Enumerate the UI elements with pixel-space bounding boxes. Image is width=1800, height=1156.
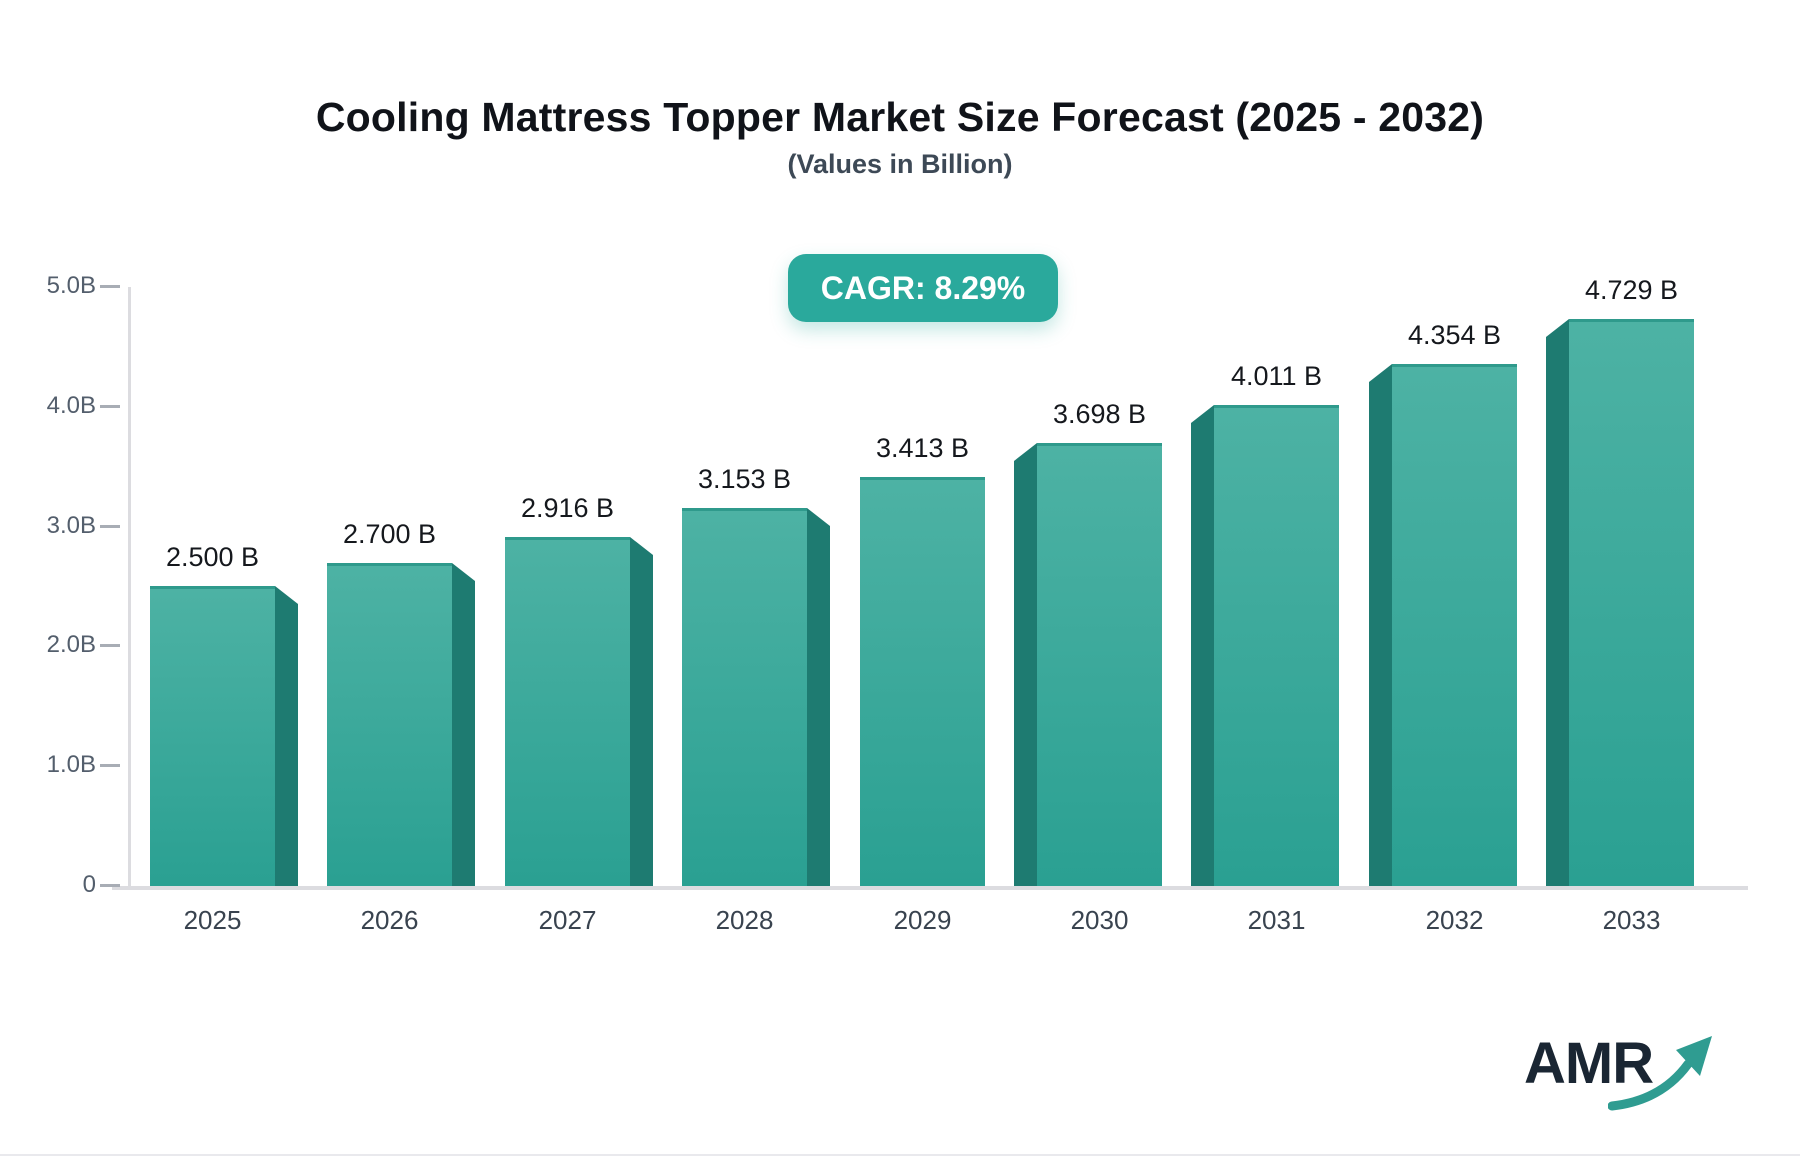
bar-side-face — [807, 508, 830, 886]
bar-side-face — [1014, 443, 1037, 886]
chart-title: Cooling Mattress Topper Market Size Fore… — [315, 94, 1485, 140]
bar-2033 — [1569, 319, 1694, 886]
x-axis-label-2033: 2033 — [1602, 905, 1661, 935]
bar-side-face — [1369, 364, 1392, 886]
bar-side-face — [630, 537, 653, 886]
x-axis-label-2029: 2029 — [893, 905, 952, 935]
x-axis-label-2027: 2027 — [538, 905, 597, 935]
chart-subtitle: (Values in Billion) — [787, 149, 1013, 179]
growth-arrow-icon — [1608, 1036, 1712, 1111]
y-axis-label-5.0B: 5.0B — [46, 272, 96, 299]
y-axis-tick — [100, 285, 120, 288]
cagr-badge-label: CAGR: 8.29% — [820, 269, 1026, 306]
x-axis-label-2030: 2030 — [1070, 905, 1129, 935]
bar-value-label: 2.700 B — [342, 519, 437, 549]
y-axis-tick — [100, 764, 120, 767]
amr-logo-text: AMR — [1524, 1031, 1654, 1096]
x-axis-label-2026: 2026 — [360, 905, 419, 935]
bar-2029 — [860, 477, 985, 886]
bar-side-face — [452, 563, 475, 886]
bar-value-label: 2.500 B — [165, 542, 260, 572]
y-axis-tick — [100, 405, 120, 408]
bar-value-label: 2.916 B — [520, 493, 615, 523]
bar-value-label: 4.354 B — [1407, 320, 1502, 350]
y-axis-label-2.0B: 2.0B — [46, 631, 96, 658]
amr-logo: AMR — [1524, 1030, 1654, 1097]
bar-2028 — [682, 508, 807, 886]
y-axis-tick — [100, 884, 120, 887]
x-axis-label-2025: 2025 — [183, 905, 242, 935]
y-axis-label-4.0B: 4.0B — [46, 392, 96, 419]
x-axis-line — [112, 886, 1748, 890]
bar-2030 — [1037, 443, 1162, 886]
bar-value-label: 4.011 B — [1230, 361, 1323, 391]
y-axis-line — [128, 287, 131, 890]
bar-2026 — [327, 563, 452, 886]
x-axis-label-2028: 2028 — [715, 905, 774, 935]
bar-side-face — [1191, 405, 1214, 886]
x-axis-label-2032: 2032 — [1425, 905, 1484, 935]
y-axis-tick — [100, 525, 120, 528]
bar-value-label: 3.413 B — [875, 433, 970, 463]
cagr-badge: CAGR: 8.29% — [788, 254, 1058, 322]
y-axis-label-3.0B: 3.0B — [46, 512, 96, 539]
bar-side-face — [275, 586, 298, 886]
y-axis-label-0: 0 — [82, 871, 96, 898]
x-axis-label-2031: 2031 — [1247, 905, 1306, 935]
growth-arrow-swoosh — [1608, 1059, 1693, 1111]
y-axis-label-1.0B: 1.0B — [46, 751, 96, 778]
bar-2027 — [505, 537, 630, 886]
bar-value-label: 3.153 B — [697, 464, 792, 494]
bar-2032 — [1392, 364, 1517, 886]
y-axis-tick — [100, 644, 120, 647]
bar-2031 — [1214, 405, 1339, 886]
bar-value-label: 3.698 B — [1052, 399, 1147, 429]
growth-arrow-head — [1676, 1036, 1712, 1076]
bar-2025 — [150, 586, 275, 886]
bar-value-label: 4.729 B — [1584, 275, 1679, 305]
bar-side-face — [1546, 319, 1569, 886]
